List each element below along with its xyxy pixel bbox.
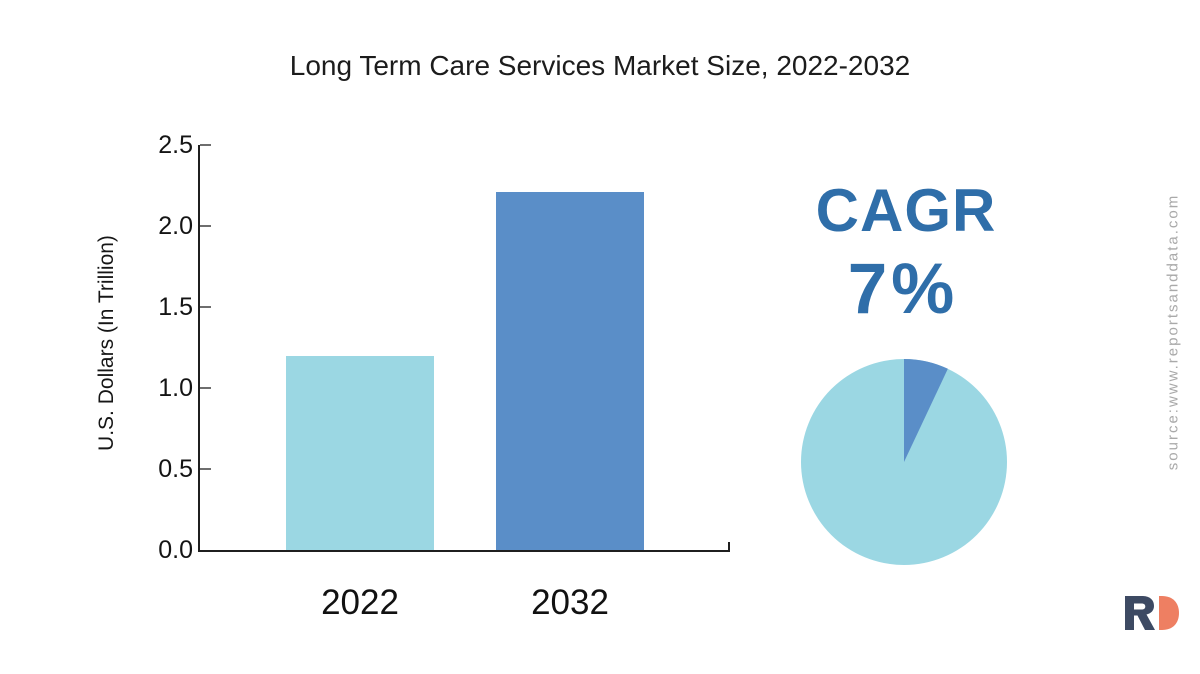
cagr-value: 7% [847, 250, 959, 329]
y-tick [200, 225, 211, 227]
y-tick [200, 387, 211, 389]
x-label-2032: 2032 [531, 583, 609, 622]
x-axis-end-tick [728, 542, 730, 550]
y-tick-label: 2.0 [158, 212, 193, 240]
logo-letter-r [1125, 596, 1155, 630]
cagr-label: CAGR [815, 177, 997, 244]
y-tick-label: 1.0 [158, 374, 193, 402]
y-tick-label: 2.5 [158, 131, 193, 159]
pie-slice-cagr [904, 359, 948, 462]
y-tick [200, 144, 211, 146]
x-label-2022: 2022 [321, 583, 399, 622]
bar-2032 [496, 192, 644, 550]
y-tick [200, 306, 211, 308]
y-tick [200, 468, 211, 470]
y-axis-label: U.S. Dollars (In Trillion) [95, 235, 118, 451]
bar-2022 [286, 356, 434, 550]
y-tick-label: 0.0 [158, 536, 193, 564]
y-tick-label: 0.5 [158, 455, 193, 483]
source-note: source:www.reportsanddata.com [1164, 193, 1182, 471]
y-axis-line [198, 145, 200, 552]
chart-title: Long Term Care Services Market Size, 202… [289, 50, 911, 81]
x-axis-line [198, 550, 730, 552]
y-tick-label: 1.5 [158, 293, 193, 321]
pie-chart [801, 359, 1007, 565]
brand-logo [1125, 596, 1179, 630]
logo-letter-d [1159, 596, 1179, 630]
